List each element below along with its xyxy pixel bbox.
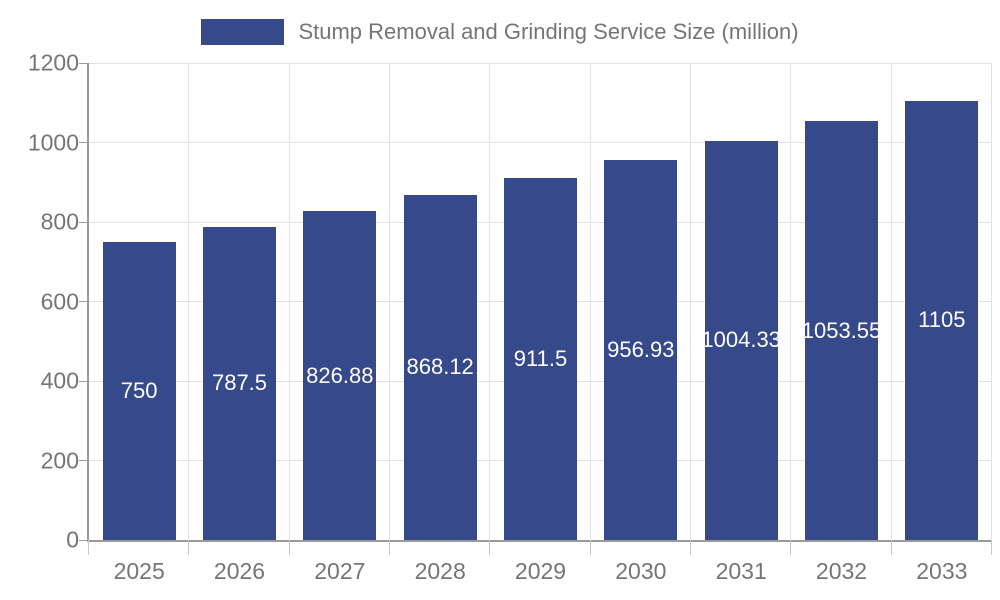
bar-value-label: 956.93 — [607, 336, 675, 362]
y-axis-tick-label: 200 — [40, 447, 79, 473]
plot-area: 0 200 400 600 800 1000 1200 750 2025 787.5 2026 826… — [28, 50, 992, 584]
x-axis-tick-label: 2028 — [414, 558, 466, 584]
bar-2032[interactable] — [805, 121, 878, 540]
bar-2027[interactable] — [303, 211, 376, 540]
x-gridline — [991, 63, 992, 540]
bar-2028[interactable] — [404, 195, 477, 540]
x-tick-mark — [891, 540, 892, 555]
x-gridline — [590, 63, 591, 540]
y-axis-tick-label: 0 — [66, 526, 79, 553]
bar-2025[interactable] — [103, 242, 176, 540]
x-tick-mark — [590, 540, 591, 555]
bar-2031[interactable] — [705, 141, 778, 540]
x-tick-mark — [289, 540, 290, 555]
bar-2026[interactable] — [203, 227, 276, 540]
y-axis-tick-label: 600 — [40, 288, 79, 314]
bar-2033[interactable] — [905, 101, 978, 540]
x-tick-mark — [991, 540, 992, 555]
bar-value-label: 868.12 — [406, 354, 474, 380]
x-axis-tick-label: 2027 — [314, 558, 366, 584]
y-gridline — [89, 142, 992, 143]
x-gridline — [389, 63, 390, 540]
y-axis-tick-label: 800 — [40, 208, 79, 235]
x-tick-mark — [188, 540, 189, 555]
y-tick-mark — [79, 460, 87, 461]
x-axis-tick-label: 2025 — [113, 558, 165, 584]
y-tick-mark — [79, 539, 87, 541]
y-tick-mark — [79, 62, 87, 64]
x-gridline — [790, 63, 791, 540]
x-axis-tick-label: 2026 — [213, 558, 266, 584]
bar-value-label: 787.5 — [211, 370, 268, 396]
y-axis-tick-label: 1000 — [27, 129, 79, 155]
x-gridline — [489, 63, 490, 540]
bar-value-label: 826.88 — [306, 362, 374, 388]
bar-2030[interactable] — [604, 160, 677, 540]
x-axis-tick-label: 2031 — [715, 558, 767, 584]
x-tick-mark — [489, 540, 490, 555]
y-axis-tick-label: 400 — [40, 367, 79, 394]
bar-value-label: 1004.33 — [701, 327, 781, 353]
x-tick-mark — [790, 540, 791, 555]
bar-value-label: 1105 — [918, 307, 966, 333]
x-gridline — [289, 63, 290, 540]
x-tick-mark — [88, 540, 89, 555]
x-gridline — [891, 63, 892, 540]
bar-value-label: 1053.55 — [801, 317, 882, 343]
bar-2029[interactable] — [504, 178, 577, 540]
x-axis-tick-label: 2032 — [815, 558, 868, 584]
y-gridline — [89, 62, 992, 64]
legend-label: Stump Removal and Grinding Service Size … — [298, 19, 799, 44]
x-tick-mark — [690, 540, 691, 555]
x-axis-tick-label: 2030 — [615, 558, 667, 584]
legend-item[interactable]: Stump Removal and Grinding Service Size … — [201, 19, 799, 45]
bar-value-label: 750 — [120, 377, 158, 403]
bar-value-label: 911.5 — [513, 345, 568, 371]
x-axis-tick-label: 2029 — [514, 558, 567, 584]
legend: Stump Removal and Grinding Service Size … — [0, 14, 1000, 50]
y-tick-mark — [79, 380, 87, 382]
y-tick-mark — [79, 301, 87, 302]
x-gridline — [690, 63, 691, 540]
y-tick-mark — [79, 142, 87, 143]
y-axis-tick-label: 1200 — [27, 49, 79, 76]
x-gridline — [188, 63, 189, 540]
x-tick-mark — [389, 540, 390, 555]
legend-swatch — [201, 19, 285, 45]
y-tick-mark — [79, 221, 87, 223]
x-axis-tick-label: 2033 — [916, 558, 968, 584]
